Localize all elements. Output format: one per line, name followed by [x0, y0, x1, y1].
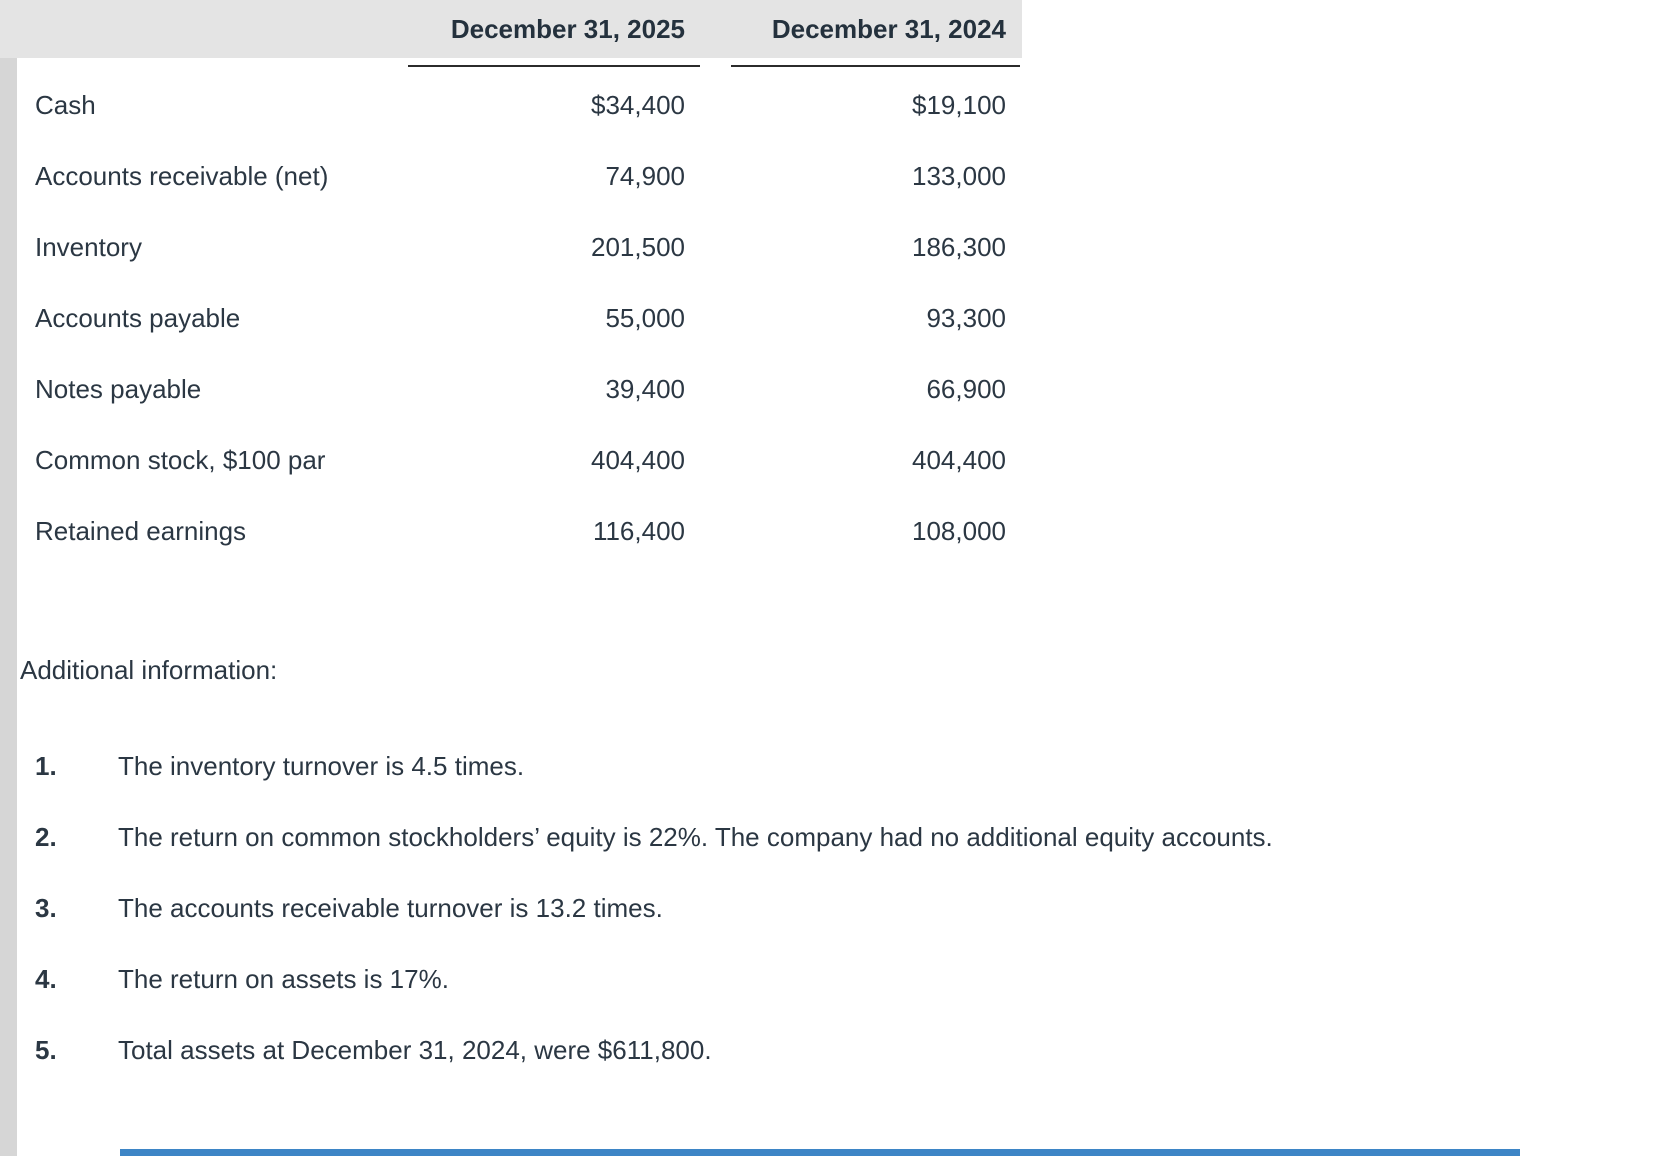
column-header-2025: December 31, 2025 [450, 13, 685, 44]
row-value-2025: 74,900 [605, 161, 685, 191]
table-row: Cash $34,400 $19,100 [0, 70, 1680, 141]
row-value-2024: $19,100 [912, 90, 1006, 120]
table-row: Accounts payable 55,000 93,300 [0, 283, 1680, 354]
row-value-2025: 201,500 [591, 232, 685, 262]
list-item-number: 4. [35, 964, 57, 994]
row-label: Common stock, $100 par [35, 445, 326, 475]
row-value-2024: 108,000 [912, 516, 1006, 546]
list-item: 5. Total assets at December 31, 2024, we… [0, 1015, 1680, 1086]
list-item-number: 2. [35, 822, 57, 852]
row-value-2025: 39,400 [605, 374, 685, 404]
row-value-2024: 133,000 [912, 161, 1006, 191]
row-value-2024: 93,300 [926, 303, 1006, 333]
row-value-2025: 116,400 [592, 516, 685, 546]
list-item-text: The inventory turnover is 4.5 times. [118, 751, 525, 781]
table-row: Accounts receivable (net) 74,900 133,000 [0, 141, 1680, 212]
row-label: Notes payable [35, 374, 202, 404]
list-item: 2. The return on common stockholders’ eq… [0, 802, 1680, 873]
list-item-text: Total assets at December 31, 2024, were … [118, 1035, 712, 1065]
table-row: Inventory 201,500 186,300 [0, 212, 1680, 283]
list-item-text: The accounts receivable turnover is 13.2… [118, 893, 663, 923]
row-label: Cash [35, 90, 96, 120]
row-value-2024: 404,400 [912, 445, 1006, 475]
row-label: Accounts receivable (net) [35, 161, 329, 191]
partially-visible-bottom-element [120, 1149, 1520, 1156]
balance-sheet-table: December 31, 2025 December 31, 2024 Cash… [0, 0, 1680, 567]
additional-info-list: 1. The inventory turnover is 4.5 times. … [0, 731, 1680, 1086]
row-value-2025: $34,400 [591, 90, 685, 120]
list-item: 3. The accounts receivable turnover is 1… [0, 873, 1680, 944]
column-header-2024: December 31, 2024 [771, 13, 1006, 44]
table-row: Common stock, $100 par 404,400 404,400 [0, 425, 1680, 496]
left-gray-strip [0, 0, 17, 1156]
row-value-2025: 404,400 [591, 445, 685, 475]
list-item: 4. The return on assets is 17%. [0, 944, 1680, 1015]
row-value-2024: 186,300 [912, 232, 1006, 262]
list-item-number: 1. [35, 751, 57, 781]
additional-info-heading: Additional information: [20, 655, 278, 685]
row-value-2024: 66,900 [926, 374, 1006, 404]
row-label: Inventory [35, 232, 142, 262]
list-item-number: 3. [35, 893, 57, 923]
list-item: 1. The inventory turnover is 4.5 times. [0, 731, 1680, 802]
table-header-band: December 31, 2025 December 31, 2024 [0, 0, 1022, 58]
row-label: Retained earnings [35, 516, 247, 546]
table-row: Notes payable 39,400 66,900 [0, 354, 1680, 425]
header-underline-2025 [408, 65, 700, 67]
row-value-2025: 55,000 [605, 303, 685, 333]
list-item-text: The return on common stockholders’ equit… [118, 822, 1273, 852]
table-row: Retained earnings 116,400 108,000 [0, 496, 1680, 567]
list-item-number: 5. [35, 1035, 57, 1065]
row-label: Accounts payable [35, 303, 241, 333]
header-underlines [0, 58, 1022, 70]
list-item-text: The return on assets is 17%. [118, 964, 449, 994]
header-underline-2024 [731, 65, 1020, 67]
